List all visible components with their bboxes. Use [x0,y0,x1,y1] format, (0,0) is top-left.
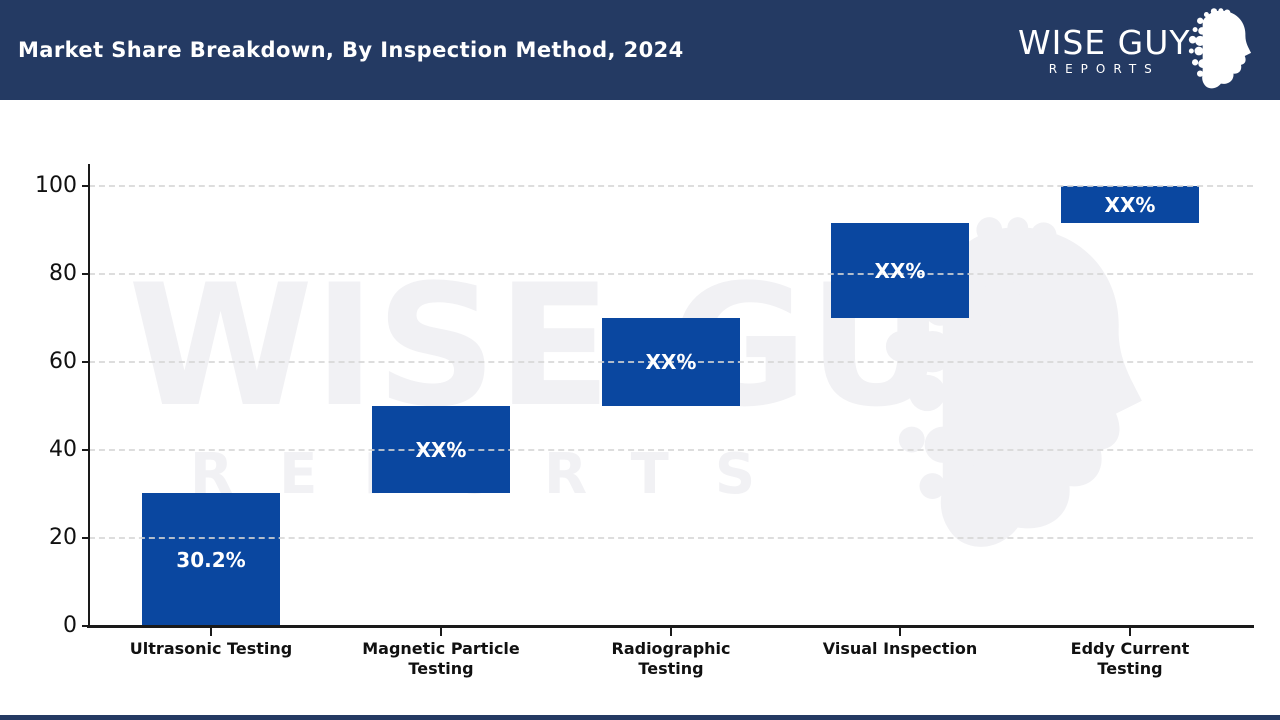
x-axis-tick [1129,628,1131,636]
gridline-y-80 [89,273,1253,275]
y-axis-tick [82,537,89,539]
x-axis-tick [210,628,212,636]
category-label: Ultrasonic Testing [129,639,293,658]
category-label: Radiographic Testing [611,639,731,678]
bar-4 [831,223,969,318]
bar-value-label: XX% [645,350,697,374]
y-axis-tick [82,273,89,275]
bar-value-label: 30.2% [176,547,246,572]
y-axis-tick-label: 60 [49,349,77,374]
y-axis-tick-label: 80 [49,261,77,286]
x-axis-tick [670,628,672,636]
y-axis-tick-label: 20 [49,525,77,550]
category-label: Magnetic Particle Testing [362,639,520,678]
gridline-y-60 [89,361,1253,363]
gridline-y-20 [89,537,1253,539]
footer-band [0,715,1280,720]
bar-value-label: XX% [874,258,926,283]
gridline-y-100 [89,185,1253,187]
bar-value-label: XX% [1104,192,1156,217]
bar-5 [1061,186,1199,224]
wise-guy-reports-logo: WISE GUY REPORTS [1018,6,1268,96]
logo-name: WISE GUY [1018,23,1191,62]
y-axis-tick-label: 40 [49,437,77,462]
y-axis-tick [82,361,89,363]
bar-1 [142,493,280,626]
x-axis-tick [440,628,442,636]
bar-value-label: XX% [415,437,467,462]
y-axis-tick-label: 100 [35,173,77,198]
x-axis-tick [899,628,901,636]
y-axis-tick [82,625,89,627]
category-label: Visual Inspection [822,639,978,658]
y-axis-line [88,164,90,627]
header-band: Market Share Breakdown, By Inspection Me… [0,0,1280,100]
logo-head-icon [1188,8,1251,89]
category-label: Eddy Current Testing [1070,639,1190,678]
y-axis-tick-label: 0 [63,613,77,638]
gridline-y-40 [89,449,1253,451]
y-axis-tick [82,185,89,187]
page-title: Market Share Breakdown, By Inspection Me… [18,38,684,62]
x-axis-line [87,625,1254,628]
logo-subtitle: REPORTS [1048,62,1160,76]
y-axis-tick [82,449,89,451]
